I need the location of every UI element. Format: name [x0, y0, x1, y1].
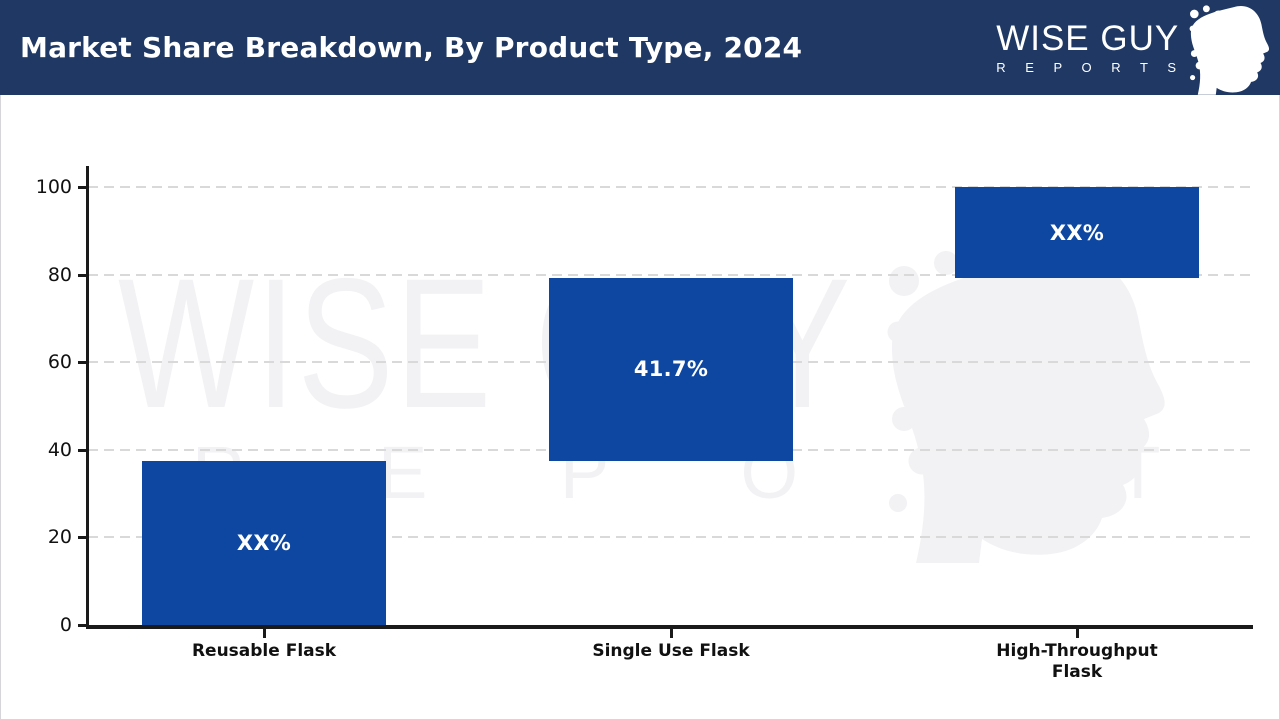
y-tick-80	[78, 273, 86, 277]
y-tick-label-60: 60	[47, 351, 72, 374]
y-tick-40	[78, 448, 86, 452]
wise-guy-logo: WISE GUY R E P O R T S	[996, 0, 1270, 95]
y-tick-60	[78, 361, 86, 365]
x-tick-reusable-flask	[263, 629, 266, 638]
y-tick-label-80: 80	[47, 263, 72, 286]
logo-wordmark: WISE GUY	[996, 18, 1180, 58]
logo-face-icon	[1189, 5, 1270, 95]
watermark-face-icon	[887, 251, 1165, 563]
gridline-80	[88, 273, 1253, 276]
page-title: Market Share Breakdown, By Product Type,…	[20, 31, 803, 64]
y-tick-label-20: 20	[47, 526, 72, 549]
logo-text: WISE GUY R E P O R T S	[996, 21, 1184, 75]
y-axis-spine	[86, 166, 89, 629]
y-tick-label-100: 100	[35, 176, 72, 198]
bar-value-label: XX%	[1049, 220, 1105, 245]
header: Market Share Breakdown, By Product Type,…	[0, 0, 1280, 95]
gridline-100	[88, 186, 1253, 188]
y-tick-20	[78, 536, 86, 540]
x-axis-label-single-use-flask: Single Use Flask	[592, 641, 750, 661]
bar-high-throughput-flask: XX%	[955, 187, 1199, 279]
x-axis-spine	[86, 625, 1253, 629]
bar-reusable-flask: XX%	[142, 460, 386, 625]
y-tick-label-0: 0	[59, 614, 72, 636]
gridline-20	[88, 536, 1253, 539]
x-axis-label-high-throughput-flask: High-Throughput Flask	[996, 641, 1158, 682]
bar-value-label: XX%	[236, 530, 292, 555]
y-tick-label-40: 40	[47, 438, 72, 461]
logo-subtext: R E P O R T S	[996, 59, 1184, 75]
y-tick-0	[78, 624, 86, 627]
y-tick-100	[78, 186, 86, 189]
x-tick-high-throughput-flask	[1076, 629, 1079, 638]
x-axis-label-reusable-flask: Reusable Flask	[191, 641, 337, 661]
x-tick-single-use-flask	[670, 629, 673, 638]
bar-single-use-flask: 41.7%	[549, 278, 793, 461]
bar-value-label: 41.7%	[633, 357, 709, 382]
